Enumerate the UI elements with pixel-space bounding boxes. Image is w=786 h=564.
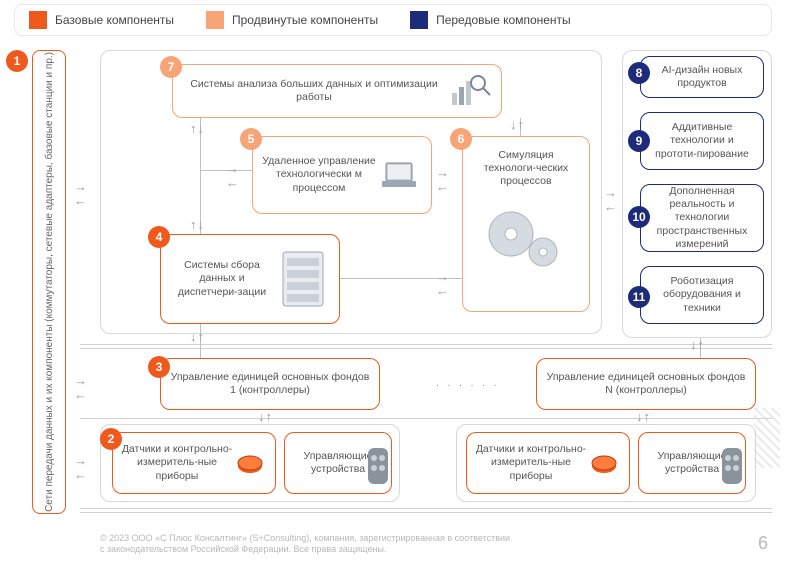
node-7: Системы анализа больших данных и оптимиз…	[172, 64, 502, 118]
node-5: Удаленное управление технологически м пр…	[252, 136, 432, 214]
node-5-label: Удаленное управление технологически м пр…	[261, 155, 377, 194]
badge-5: 5	[240, 128, 262, 150]
node-2c: Датчики и контрольно-измеритель-ные приб…	[466, 432, 630, 494]
node-6-label: Симуляция технологи-ческих процессов	[471, 145, 581, 198]
legend-leading-label: Передовые компоненты	[436, 13, 571, 27]
swatch-basic	[29, 11, 47, 29]
badge-3: 3	[148, 356, 170, 378]
legend-basic-label: Базовые компоненты	[55, 13, 174, 27]
legend-advanced: Продвинутые компоненты	[206, 11, 378, 29]
arrow-right-down: ↓↑	[690, 338, 704, 351]
badge-3-num: 3	[156, 360, 163, 374]
legend-bar: Базовые компоненты Продвинутые компонент…	[14, 4, 772, 36]
arrow-4-6: →←	[436, 270, 449, 297]
divider-1b	[80, 348, 772, 349]
badge-4: 4	[148, 226, 170, 248]
badge-2-num: 2	[108, 432, 115, 446]
legend-leading: Передовые компоненты	[410, 11, 571, 29]
node-3b-label: Управление единицей основных фондов N (к…	[545, 371, 747, 397]
remote-icon-1	[364, 442, 392, 491]
node-6: Симуляция технологи-ческих процессов	[462, 136, 590, 312]
analytics-icon	[447, 68, 493, 114]
node-3a: Управление единицей основных фондов 1 (к…	[160, 358, 380, 410]
arrow-side-top: →←	[74, 180, 87, 207]
swatch-leading	[410, 11, 428, 29]
badge-9-num: 9	[636, 134, 643, 148]
node-4: Системы сбора данных и диспетчери-зации	[160, 234, 340, 324]
arrow-4-down: ↓↑	[190, 330, 204, 343]
remote-icon-2	[718, 442, 746, 491]
swatch-advanced	[206, 11, 224, 29]
node-4-label: Системы сбора данных и диспетчери-зации	[169, 259, 275, 298]
node-2c-label: Датчики и контрольно-измеритель-ные приб…	[475, 443, 587, 482]
node-2a: Датчики и контрольно-измеритель-ные приб…	[112, 432, 276, 494]
node-11: Роботизация оборудования и техники	[640, 266, 764, 324]
divider-2c	[80, 512, 772, 513]
footer-line1: © 2023 ООО «С Плюс Консалтинг» (S+Consul…	[100, 533, 510, 543]
node-2a-label: Датчики и контрольно-измеритель-ные приб…	[121, 443, 233, 482]
hatch-decor	[754, 408, 780, 468]
badge-5-num: 5	[248, 132, 255, 146]
divider-1	[80, 344, 772, 345]
badge-11: 11	[628, 286, 650, 308]
badge-1: 1	[6, 50, 28, 72]
arrow-to-7: ↑↓	[190, 122, 204, 135]
footer: © 2023 ООО «С Плюс Консалтинг» (S+Consul…	[100, 533, 746, 556]
divider-2	[80, 418, 772, 419]
sensor-icon-2	[587, 440, 621, 486]
node-8: AI-дизайн новых продуктов	[640, 56, 764, 98]
arrow-side-mid: →←	[74, 374, 87, 401]
node-3b: Управление единицей основных фондов N (к…	[536, 358, 756, 410]
badge-11-num: 11	[633, 290, 646, 304]
badge-4-num: 4	[156, 230, 163, 244]
badge-10-num: 10	[632, 210, 645, 224]
badge-6-num: 6	[458, 132, 465, 146]
server-icon	[275, 246, 331, 312]
legend-basic: Базовые компоненты	[29, 11, 174, 29]
badge-6: 6	[450, 128, 472, 150]
page-number: 6	[758, 533, 768, 554]
laptop-icon	[377, 152, 423, 198]
node-11-label: Роботизация оборудования и техники	[649, 275, 755, 314]
node-7-label: Системы анализа больших данных и оптимиз…	[181, 78, 447, 104]
badge-9: 9	[628, 130, 650, 152]
sensor-icon	[233, 440, 267, 486]
badge-8: 8	[628, 62, 650, 84]
node-1-label: Сети передачи данных и их компоненты (ко…	[43, 52, 56, 512]
divider-2b	[80, 508, 772, 509]
node-3a-label: Управление единицей основных фондов 1 (к…	[169, 371, 371, 397]
node-1-sidebar: Сети передачи данных и их компоненты (ко…	[32, 50, 66, 514]
node-9-label: Аддитивные технологии и прототи-пировани…	[649, 121, 755, 160]
badge-7-num: 7	[168, 60, 175, 74]
arrow-7-6: ↓↑	[510, 118, 524, 131]
footer-line2: с законодательством Российской Федерации…	[100, 544, 386, 554]
gears-icon	[481, 198, 571, 281]
arrow-3a-2: ↓↑	[258, 410, 272, 423]
ellipsis-dots: . . . . . .	[436, 378, 500, 389]
arrow-side-bot: →←	[74, 454, 87, 481]
arrow-7-to-4: ↑↓	[190, 218, 204, 231]
badge-8-num: 8	[636, 66, 643, 80]
arrow-to-5: →←	[226, 162, 239, 189]
node-8-label: AI-дизайн новых продуктов	[649, 64, 755, 90]
badge-2: 2	[100, 428, 122, 450]
node-10-label: Дополненная реальность и технологии прос…	[649, 185, 755, 251]
arrow-5-6: →←	[436, 166, 449, 193]
badge-7: 7	[160, 56, 182, 78]
node-9: Аддитивные технологии и прототи-пировани…	[640, 112, 764, 170]
node-10: Дополненная реальность и технологии прос…	[640, 184, 764, 252]
legend-advanced-label: Продвинутые компоненты	[232, 13, 378, 27]
arrow-top-right: →←	[604, 186, 617, 213]
badge-10: 10	[628, 206, 650, 228]
badge-1-num: 1	[14, 54, 21, 68]
arrow-3b-2: ↓↑	[636, 410, 650, 423]
